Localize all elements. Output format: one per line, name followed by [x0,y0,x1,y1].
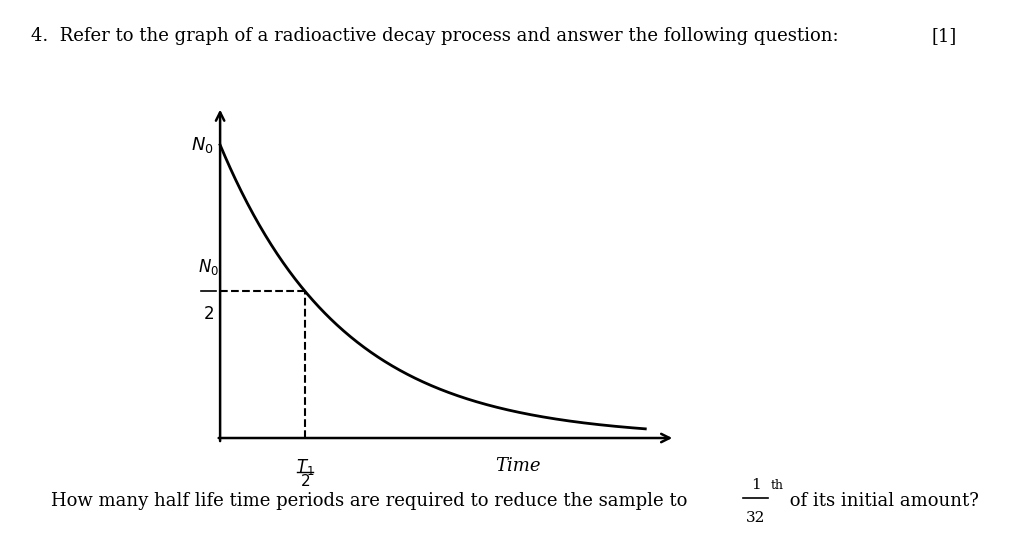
Text: $2$: $2$ [300,473,310,489]
Text: How many half life time periods are required to reduce the sample to: How many half life time periods are requ… [51,492,693,510]
Text: $T_1$: $T_1$ [296,457,314,477]
Text: 1: 1 [751,478,761,492]
Text: 4.  Refer to the graph of a radioactive decay process and answer the following q: 4. Refer to the graph of a radioactive d… [31,27,839,45]
Text: Time: Time [495,457,541,475]
Text: 32: 32 [746,511,765,525]
Text: th: th [771,479,784,492]
Text: $N_0$: $N_0$ [198,257,219,277]
Text: $N_0$: $N_0$ [191,135,214,155]
Text: $2$: $2$ [203,306,214,323]
Text: of its initial amount?: of its initial amount? [784,492,979,510]
Text: [1]: [1] [932,27,957,45]
